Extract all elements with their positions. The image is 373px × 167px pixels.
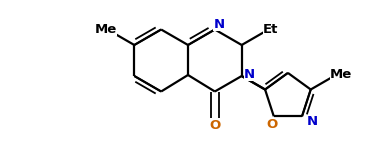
Text: Me: Me	[95, 23, 117, 36]
Text: N: N	[307, 115, 317, 128]
Text: O: O	[266, 118, 278, 131]
Text: Me: Me	[330, 68, 352, 81]
Text: O: O	[209, 119, 220, 132]
Text: N: N	[244, 67, 255, 80]
Text: Et: Et	[263, 23, 278, 36]
Text: N: N	[213, 18, 225, 31]
